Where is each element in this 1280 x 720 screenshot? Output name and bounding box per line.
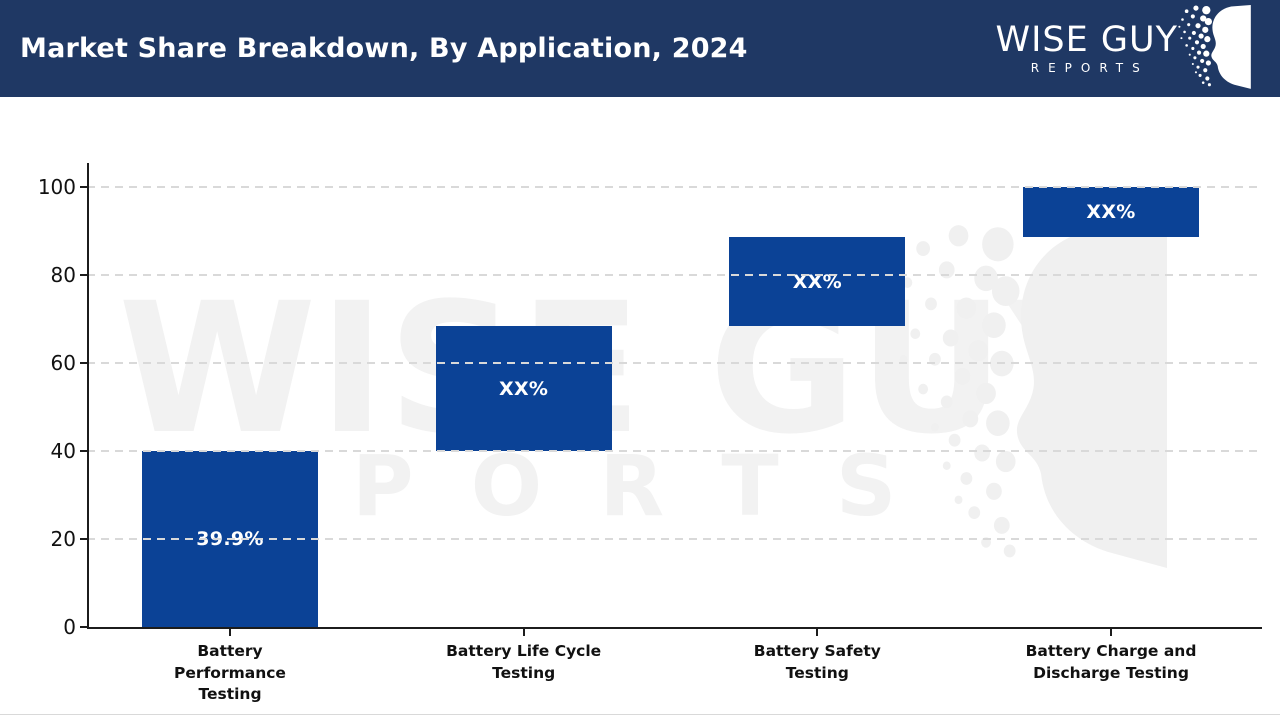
bar-segment: XX% bbox=[729, 237, 906, 327]
chart-title: Market Share Breakdown, By Application, … bbox=[20, 33, 748, 64]
y-tick-label: 60 bbox=[50, 351, 76, 375]
watermark-text-line2: P O R T S bbox=[352, 437, 911, 535]
y-gridline bbox=[87, 362, 1262, 364]
y-tick-mark bbox=[80, 274, 87, 276]
x-tick-mark bbox=[522, 629, 525, 636]
bar-value-label: XX% bbox=[499, 377, 549, 400]
wiseguy-logo: WISE GUY REPORTS bbox=[995, 4, 1260, 93]
x-tick-mark bbox=[229, 629, 231, 636]
y-tick-label: 80 bbox=[50, 263, 76, 287]
x-category-label: Battery Life Cycle Testing bbox=[446, 642, 602, 682]
logo-dotface-icon bbox=[1178, 4, 1251, 89]
y-tick-mark bbox=[80, 186, 87, 188]
y-gridline bbox=[87, 274, 1262, 276]
y-gridline bbox=[87, 450, 1262, 452]
chart-area: WISE GUY P O R T S 0 20 40 60 80 100 39.9% Batt… bbox=[0, 97, 1280, 720]
x-category-label: Battery Performance Testing bbox=[174, 642, 286, 704]
y-gridline bbox=[87, 186, 1262, 188]
watermark-dotface-icon bbox=[891, 223, 1167, 568]
y-tick-label: 0 bbox=[63, 615, 76, 639]
y-tick-mark bbox=[80, 450, 87, 452]
x-tick-mark bbox=[1110, 629, 1112, 636]
bar-segment: XX% bbox=[435, 326, 612, 452]
y-tick-mark bbox=[80, 362, 87, 364]
logo-subtitle: REPORTS bbox=[1030, 61, 1149, 75]
y-tick-mark bbox=[80, 538, 87, 540]
y-axis-line bbox=[87, 163, 89, 629]
logo-text: WISE GUY REPORTS bbox=[995, 20, 1178, 75]
y-tick-label: 100 bbox=[37, 175, 76, 199]
bottom-divider bbox=[0, 714, 1280, 715]
y-tick-label: 40 bbox=[50, 439, 76, 463]
y-tick-mark bbox=[80, 626, 87, 628]
x-axis-line bbox=[87, 627, 1262, 629]
x-category-label: Battery Charge and Discharge Testing bbox=[1025, 642, 1197, 682]
y-gridline bbox=[87, 538, 1262, 540]
x-tick-mark bbox=[816, 629, 819, 636]
header-bar: Market Share Breakdown, By Application, … bbox=[0, 0, 1280, 97]
y-tick-label: 20 bbox=[50, 527, 76, 551]
bar-value-label: XX% bbox=[1086, 201, 1136, 224]
bar-segment: XX% bbox=[1023, 187, 1199, 238]
logo-wordmark: WISE GUY bbox=[995, 20, 1178, 60]
bar-value-label: XX% bbox=[792, 270, 842, 293]
x-category-label: Battery Safety Testing bbox=[753, 642, 881, 682]
